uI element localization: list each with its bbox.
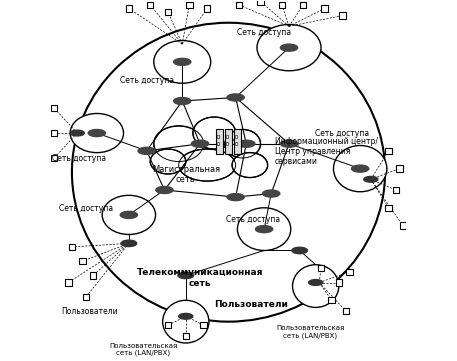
FancyBboxPatch shape	[165, 9, 171, 15]
Ellipse shape	[174, 97, 191, 105]
FancyBboxPatch shape	[69, 244, 75, 250]
FancyBboxPatch shape	[83, 293, 90, 300]
Ellipse shape	[281, 44, 298, 51]
FancyBboxPatch shape	[165, 322, 171, 329]
Ellipse shape	[179, 313, 193, 319]
Ellipse shape	[238, 140, 255, 147]
Ellipse shape	[281, 140, 298, 147]
Ellipse shape	[227, 193, 244, 201]
FancyBboxPatch shape	[393, 187, 399, 193]
FancyBboxPatch shape	[65, 279, 72, 286]
Ellipse shape	[102, 195, 155, 234]
FancyBboxPatch shape	[204, 5, 210, 12]
Ellipse shape	[179, 149, 236, 181]
Ellipse shape	[154, 40, 211, 83]
FancyBboxPatch shape	[186, 2, 192, 8]
Text: Информационный центр/
Центр управления
сервисами: Информационный центр/ Центр управления с…	[275, 136, 378, 166]
Ellipse shape	[225, 130, 260, 158]
FancyBboxPatch shape	[335, 279, 342, 286]
Ellipse shape	[70, 130, 84, 136]
Bar	[235, 135, 237, 138]
FancyBboxPatch shape	[51, 105, 57, 111]
Text: Сеть доступа: Сеть доступа	[315, 130, 369, 139]
FancyBboxPatch shape	[200, 322, 207, 329]
Ellipse shape	[237, 208, 291, 251]
Ellipse shape	[292, 247, 308, 254]
Ellipse shape	[163, 300, 209, 343]
FancyBboxPatch shape	[51, 130, 57, 136]
FancyBboxPatch shape	[279, 2, 285, 8]
Text: Сеть доступа: Сеть доступа	[226, 215, 281, 224]
Text: Сеть доступа: Сеть доступа	[52, 155, 106, 164]
FancyBboxPatch shape	[385, 205, 392, 211]
Bar	[226, 135, 228, 138]
Ellipse shape	[292, 265, 339, 308]
Text: Сеть доступа: Сеть доступа	[237, 28, 291, 37]
Bar	[218, 135, 219, 138]
Ellipse shape	[154, 126, 203, 161]
Ellipse shape	[138, 147, 155, 155]
Text: Пользовательская
сеть (LAN/PBX): Пользовательская сеть (LAN/PBX)	[109, 343, 177, 357]
FancyBboxPatch shape	[183, 333, 189, 339]
FancyBboxPatch shape	[318, 265, 324, 271]
Bar	[226, 142, 228, 145]
Text: Телекоммуникационная
сеть: Телекоммуникационная сеть	[137, 268, 263, 288]
Ellipse shape	[227, 94, 244, 101]
FancyBboxPatch shape	[80, 258, 86, 264]
Ellipse shape	[364, 177, 378, 182]
FancyBboxPatch shape	[236, 2, 242, 8]
FancyBboxPatch shape	[321, 5, 328, 12]
Ellipse shape	[178, 272, 194, 279]
Ellipse shape	[263, 190, 280, 197]
FancyBboxPatch shape	[257, 0, 264, 5]
FancyBboxPatch shape	[329, 297, 335, 304]
Ellipse shape	[334, 145, 387, 192]
Ellipse shape	[88, 130, 106, 136]
FancyBboxPatch shape	[385, 148, 392, 154]
Ellipse shape	[174, 58, 191, 65]
Bar	[216, 130, 223, 155]
Ellipse shape	[121, 240, 137, 247]
FancyBboxPatch shape	[300, 2, 307, 8]
Bar	[234, 130, 241, 155]
FancyBboxPatch shape	[339, 12, 345, 19]
FancyBboxPatch shape	[396, 165, 403, 172]
Bar	[235, 142, 237, 145]
Bar	[225, 130, 232, 155]
Text: Пользователи: Пользователи	[214, 300, 288, 309]
FancyBboxPatch shape	[400, 222, 406, 229]
Ellipse shape	[255, 226, 273, 232]
Ellipse shape	[257, 25, 321, 71]
Text: Пользовательская
сеть (LAN/PBX): Пользовательская сеть (LAN/PBX)	[276, 325, 345, 339]
FancyBboxPatch shape	[343, 308, 349, 314]
Ellipse shape	[120, 212, 138, 218]
Ellipse shape	[70, 113, 123, 153]
Ellipse shape	[351, 165, 369, 172]
Text: Пользователи: Пользователи	[61, 308, 118, 316]
Text: Магистральная
сеть: Магистральная сеть	[152, 165, 220, 184]
FancyBboxPatch shape	[147, 2, 154, 8]
FancyBboxPatch shape	[126, 5, 132, 12]
FancyBboxPatch shape	[90, 272, 96, 279]
FancyBboxPatch shape	[346, 269, 353, 275]
Ellipse shape	[232, 153, 268, 178]
Ellipse shape	[150, 149, 186, 174]
FancyBboxPatch shape	[51, 155, 57, 161]
Bar	[218, 142, 219, 145]
Text: Сеть доступа: Сеть доступа	[120, 76, 174, 85]
Text: Сеть доступа: Сеть доступа	[59, 204, 113, 213]
Ellipse shape	[156, 187, 173, 193]
Ellipse shape	[193, 117, 236, 149]
Ellipse shape	[191, 140, 209, 147]
Ellipse shape	[308, 280, 323, 286]
